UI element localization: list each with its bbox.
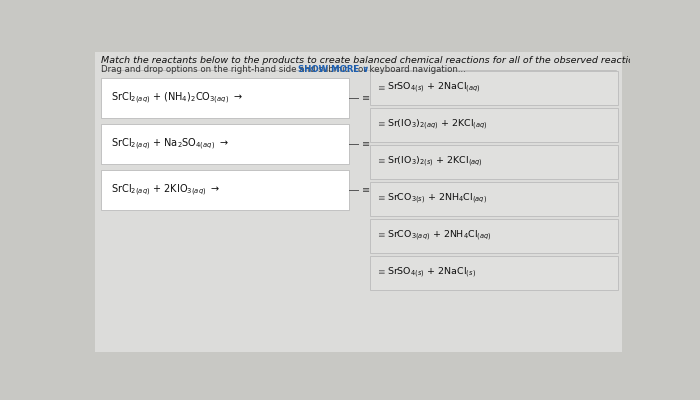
- Text: Sr(IO$_3$)$_{2(aq)}$ + 2KCl$_{(aq)}$: Sr(IO$_3$)$_{2(aq)}$ + 2KCl$_{(aq)}$: [387, 118, 488, 132]
- FancyBboxPatch shape: [102, 124, 349, 164]
- Text: ≡: ≡: [377, 268, 384, 277]
- Text: ≡: ≡: [377, 120, 384, 130]
- Text: SHOW MORE ∨: SHOW MORE ∨: [298, 65, 370, 74]
- Text: SrCO$_{3(aq)}$ + 2NH$_4$Cl$_{(aq)}$: SrCO$_{3(aq)}$ + 2NH$_4$Cl$_{(aq)}$: [387, 229, 492, 243]
- Text: ≡: ≡: [362, 93, 370, 103]
- FancyBboxPatch shape: [370, 108, 618, 142]
- Text: Match the reactants below to the products to create balanced chemical reactions : Match the reactants below to the product…: [102, 56, 700, 65]
- Text: ≡: ≡: [362, 186, 370, 196]
- Text: Drag and drop options on the right-hand side and submit. For keyboard navigation: Drag and drop options on the right-hand …: [102, 65, 466, 74]
- FancyBboxPatch shape: [370, 71, 618, 105]
- Text: SrCl$_{2(aq)}$ + Na$_2$SO$_{4(aq)}$ $\rightarrow$: SrCl$_{2(aq)}$ + Na$_2$SO$_{4(aq)}$ $\ri…: [111, 136, 228, 152]
- FancyBboxPatch shape: [102, 78, 349, 118]
- Text: ≡: ≡: [377, 194, 384, 204]
- FancyBboxPatch shape: [370, 145, 618, 179]
- Text: ≡: ≡: [362, 139, 370, 149]
- FancyBboxPatch shape: [370, 182, 618, 216]
- FancyBboxPatch shape: [95, 52, 622, 352]
- Text: SrCO$_{3(s)}$ + 2NH$_4$Cl$_{(aq)}$: SrCO$_{3(s)}$ + 2NH$_4$Cl$_{(aq)}$: [387, 192, 487, 206]
- FancyBboxPatch shape: [370, 256, 618, 290]
- Text: ≡: ≡: [377, 231, 384, 240]
- FancyBboxPatch shape: [102, 170, 349, 210]
- FancyBboxPatch shape: [370, 219, 618, 253]
- Text: SrSO$_{4(s)}$ + 2NaCl$_{(aq)}$: SrSO$_{4(s)}$ + 2NaCl$_{(aq)}$: [387, 81, 482, 95]
- Text: ≡: ≡: [377, 84, 384, 92]
- Text: SrCl$_{2(aq)}$ + (NH$_4$)$_2$CO$_{3(aq)}$ $\rightarrow$: SrCl$_{2(aq)}$ + (NH$_4$)$_2$CO$_{3(aq)}…: [111, 90, 242, 106]
- Text: ≡: ≡: [377, 158, 384, 166]
- Text: Sr(IO$_3$)$_{2(s)}$ + 2KCl$_{(aq)}$: Sr(IO$_3$)$_{2(s)}$ + 2KCl$_{(aq)}$: [387, 155, 484, 169]
- Text: SrCl$_{2(aq)}$ + 2KIO$_{3(aq)}$ $\rightarrow$: SrCl$_{2(aq)}$ + 2KIO$_{3(aq)}$ $\righta…: [111, 183, 220, 198]
- Text: SrSO$_{4(s)}$ + 2NaCl$_{(s)}$: SrSO$_{4(s)}$ + 2NaCl$_{(s)}$: [387, 266, 477, 280]
